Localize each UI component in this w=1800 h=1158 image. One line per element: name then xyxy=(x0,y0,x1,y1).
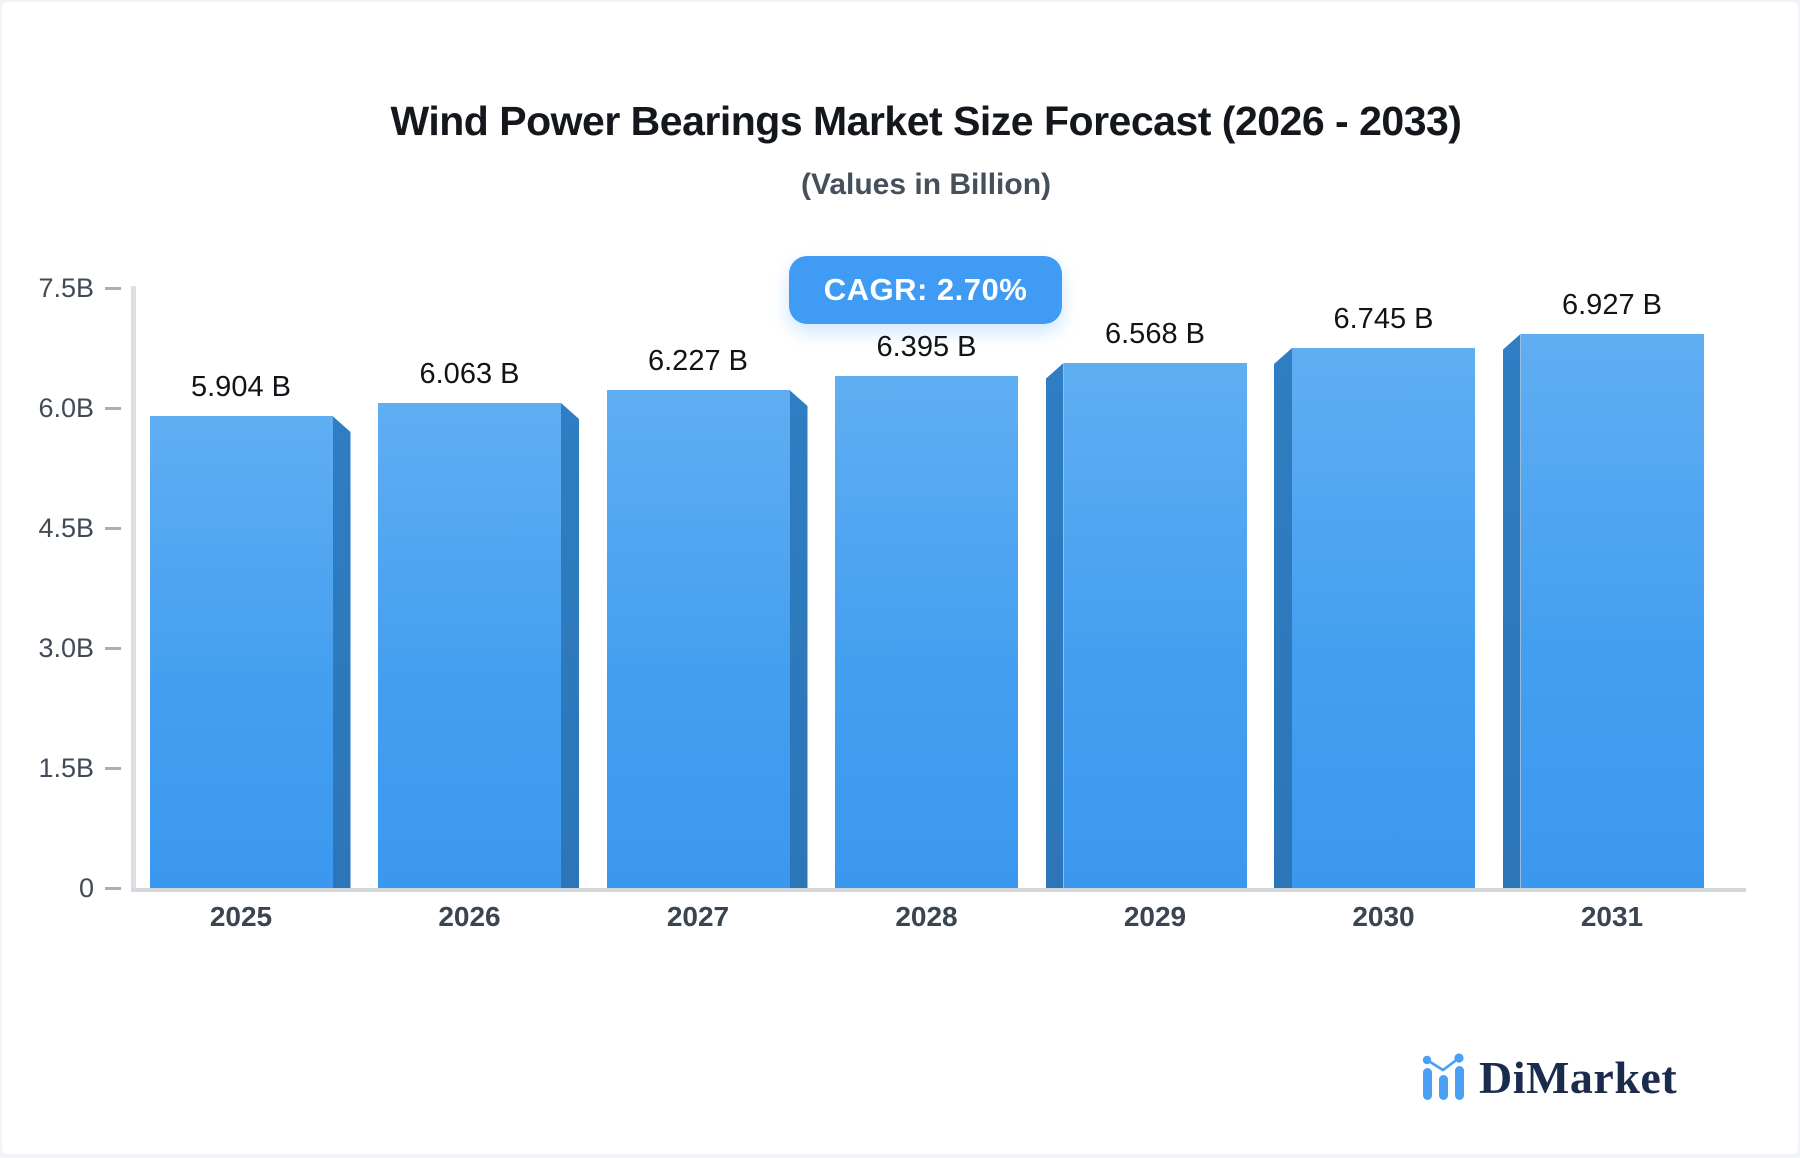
bar-value-label: 6.063 B xyxy=(419,358,520,390)
y-tick-dash xyxy=(105,887,121,890)
x-axis-label: 2029 xyxy=(1123,901,1187,932)
y-tick-label: 0 xyxy=(78,873,94,903)
y-tick-dash xyxy=(105,647,121,650)
bar xyxy=(1063,363,1247,888)
brand-name: DiMarket xyxy=(1479,1052,1678,1103)
chart-title: Wind Power Bearings Market Size Forecast… xyxy=(390,98,1462,144)
y-tick-label: 7.5B xyxy=(38,273,94,303)
x-axis-label: 2026 xyxy=(438,901,501,932)
bar-side-face xyxy=(1045,363,1064,888)
x-axis-line xyxy=(131,888,1746,892)
y-tick-label: 1.5B xyxy=(38,753,94,783)
cagr-badge: CAGR: 2.70% xyxy=(789,256,1062,324)
brand-logo: DiMarket xyxy=(1421,1042,1721,1102)
x-axis-label: 2028 xyxy=(895,901,958,932)
bar-value-label: 6.568 B xyxy=(1105,318,1205,350)
y-tick-dash xyxy=(105,767,121,770)
bar-side-face xyxy=(1502,334,1521,888)
bar xyxy=(1520,334,1704,888)
chart-subtitle: (Values in Billion) xyxy=(800,168,1052,201)
y-tick-dash xyxy=(105,527,121,530)
y-axis-line xyxy=(131,286,136,892)
x-axis-label: 2025 xyxy=(209,901,273,932)
y-tick-label: 3.0B xyxy=(38,633,94,663)
bar-value-label: 6.227 B xyxy=(648,345,748,377)
bar xyxy=(378,403,561,888)
bar xyxy=(835,376,1018,888)
x-axis-label: 2031 xyxy=(1580,901,1644,932)
bar xyxy=(606,390,790,888)
bar-chart-logo-icon xyxy=(1422,1053,1464,1100)
x-axis-label: 2027 xyxy=(666,901,730,932)
bar-side-face xyxy=(561,403,579,888)
bar-value-label: 5.904 B xyxy=(191,371,291,403)
y-tick-label: 6.0B xyxy=(38,393,94,423)
bar-side-face xyxy=(332,416,351,888)
bar xyxy=(149,416,333,888)
y-tick-label: 4.5B xyxy=(38,513,94,543)
y-tick-dash xyxy=(105,287,121,290)
bar xyxy=(1292,348,1475,888)
bar-side-face xyxy=(789,390,808,888)
bar-value-label: 6.395 B xyxy=(876,331,977,363)
y-tick-dash xyxy=(105,407,121,410)
x-axis-label: 2030 xyxy=(1352,901,1415,932)
bar-value-label: 6.927 B xyxy=(1562,289,1662,321)
bar-value-label: 6.745 B xyxy=(1333,303,1434,335)
bar-side-face xyxy=(1274,348,1292,888)
